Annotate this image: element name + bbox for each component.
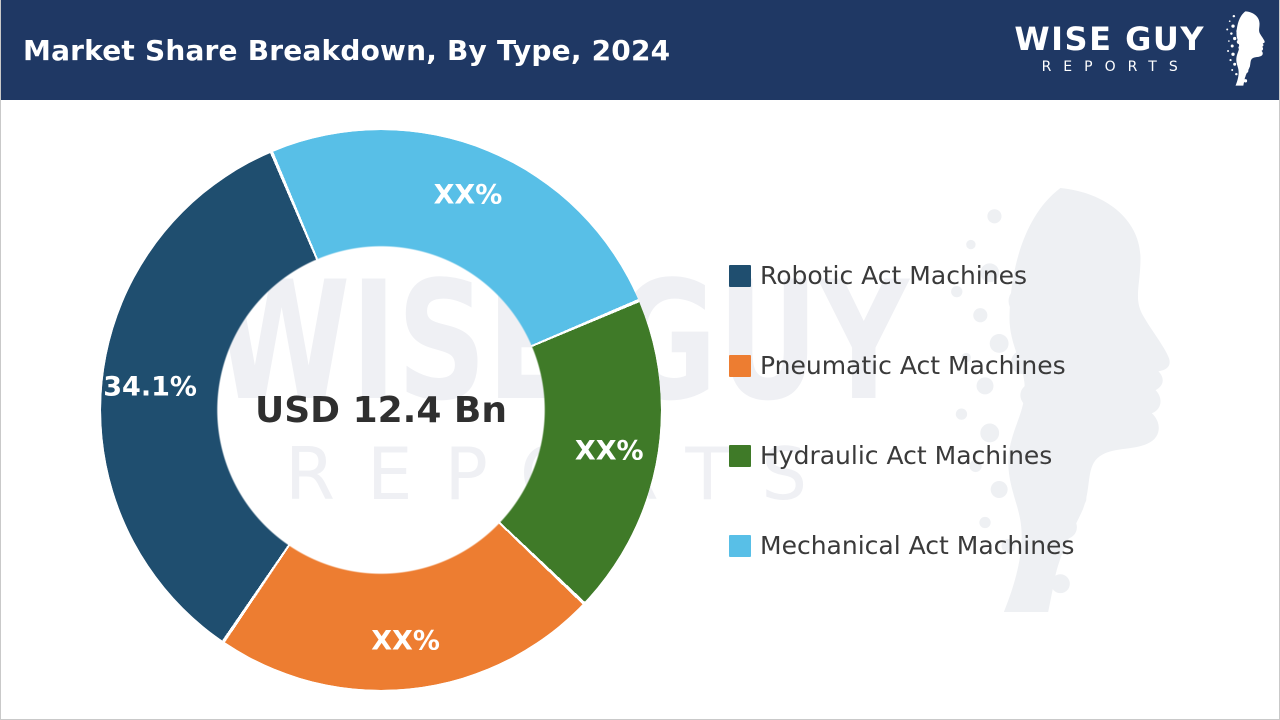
legend-swatch xyxy=(729,445,751,467)
logo-text: WISE GUY REPORTS xyxy=(1014,19,1205,76)
segment-label: 34.1% xyxy=(103,371,197,403)
center-value: USD 12.4 Bn xyxy=(255,389,507,431)
logo-subtitle: REPORTS xyxy=(1041,59,1190,76)
segment-label: XX% xyxy=(574,435,644,467)
legend-swatch xyxy=(729,265,751,287)
legend-label: Mechanical Act Machines xyxy=(760,531,1075,560)
legend-item: Hydraulic Act Machines xyxy=(729,441,1074,470)
page-title: Market Share Breakdown, By Type, 2024 xyxy=(23,33,671,67)
wise-guy-face-icon xyxy=(1209,11,1267,86)
chart-area: WISE GUY REPORTS USD 12.4 Bn Robotic Act… xyxy=(1,100,1280,719)
donut-chart xyxy=(101,130,661,690)
segment-label: XX% xyxy=(371,625,440,657)
legend-item: Mechanical Act Machines xyxy=(729,531,1075,560)
legend-swatch xyxy=(729,355,751,377)
header: Market Share Breakdown, By Type, 2024 WI… xyxy=(1,0,1279,100)
wise-guy-logo: WISE GUY REPORTS xyxy=(1014,11,1267,86)
legend-item: Robotic Act Machines xyxy=(729,261,1074,290)
donut-center: USD 12.4 Bn xyxy=(216,245,546,575)
legend-item: Pneumatic Act Machines xyxy=(729,351,1074,380)
legend: Robotic Act Machines Pneumatic Act Machin… xyxy=(729,261,1075,624)
legend-swatch xyxy=(729,535,751,557)
legend-label: Hydraulic Act Machines xyxy=(760,441,1053,470)
legend-label: Robotic Act Machines xyxy=(760,261,1027,290)
legend-label: Pneumatic Act Machines xyxy=(760,351,1066,380)
logo-wordmark: WISE GUY xyxy=(1014,19,1205,58)
segment-label: XX% xyxy=(433,179,503,211)
